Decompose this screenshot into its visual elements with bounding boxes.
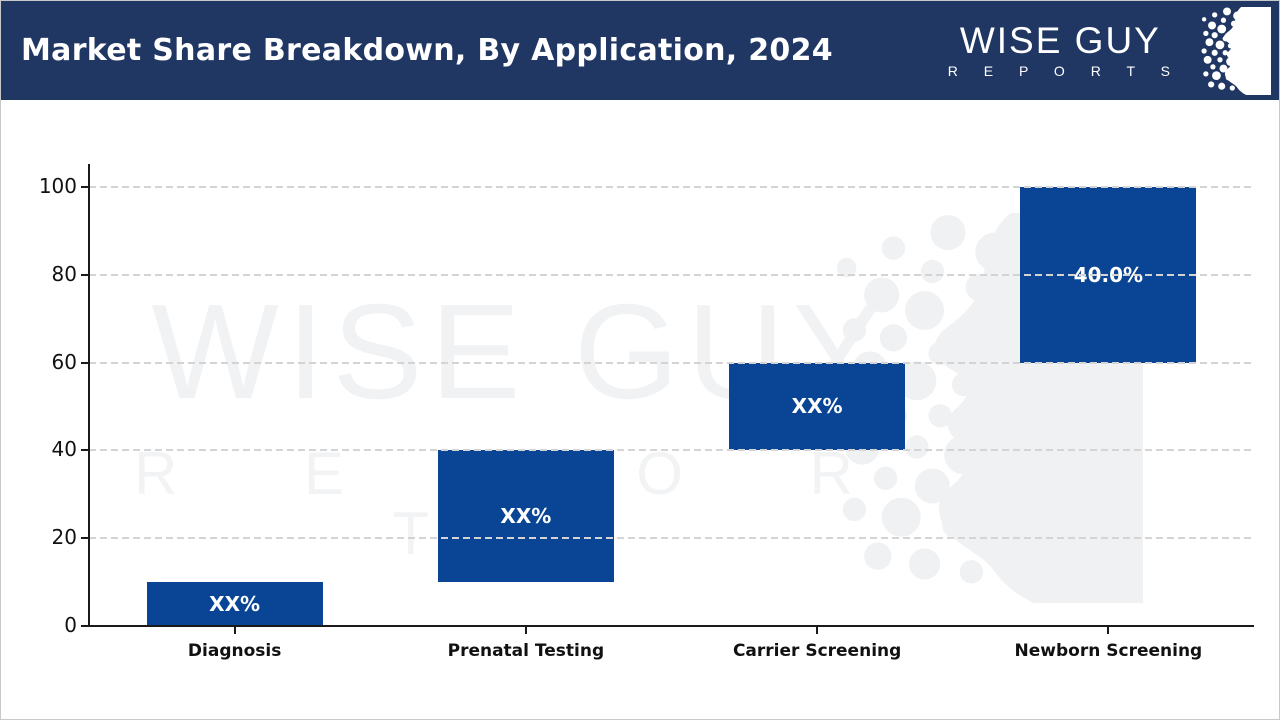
x-axis-line [88,625,1254,627]
bar-diagnosis: XX% [146,582,323,626]
y-axis-tick [81,273,88,276]
brand-logo-text: WISE GUY R E P O R T S [940,22,1181,79]
bar-value-label: XX% [500,504,552,529]
x-axis-category-label: Newborn Screening [1014,641,1203,661]
y-gridline [89,361,1254,364]
y-axis-tick [81,186,88,188]
bar-value-label: XX% [791,394,843,419]
bar-carrier-screening: XX% [729,362,906,451]
y-axis-line [88,164,90,627]
x-axis-tick [1107,627,1110,634]
y-axis-tick-label: 100 [38,174,77,198]
x-axis-tick [233,627,236,634]
x-axis-category-label: Prenatal Testing [447,641,605,661]
x-axis-category-label: Diagnosis [187,641,282,661]
y-gridline [89,273,1254,276]
brand-logo: WISE GUY R E P O R T S [940,6,1271,95]
y-axis-tick-label: 40 [51,437,77,462]
y-axis-tick-label: 80 [51,261,77,286]
y-axis-tick [81,361,88,364]
y-gridline [89,537,1254,540]
y-axis-tick [81,449,88,452]
brand-face-icon [1201,6,1271,95]
y-axis-tick-label: 0 [64,613,77,637]
y-axis-tick [81,625,88,627]
brand-name: WISE GUY [959,20,1161,61]
header-bar: Market Share Breakdown, By Application, … [1,1,1279,100]
y-gridline [89,449,1254,452]
bar-value-label: XX% [209,592,261,617]
y-axis-tick [81,537,88,540]
brand-subtitle: R E P O R T S [947,63,1181,79]
y-gridline [89,186,1254,188]
bar-prenatal-testing: XX% [437,450,614,583]
x-axis-tick [524,627,527,634]
y-axis-tick-label: 20 [51,525,77,550]
x-axis-tick [816,627,819,634]
page-title: Market Share Breakdown, By Application, … [21,33,833,68]
y-axis-tick-label: 60 [51,349,77,374]
x-axis-category-label: Carrier Screening [732,641,902,661]
